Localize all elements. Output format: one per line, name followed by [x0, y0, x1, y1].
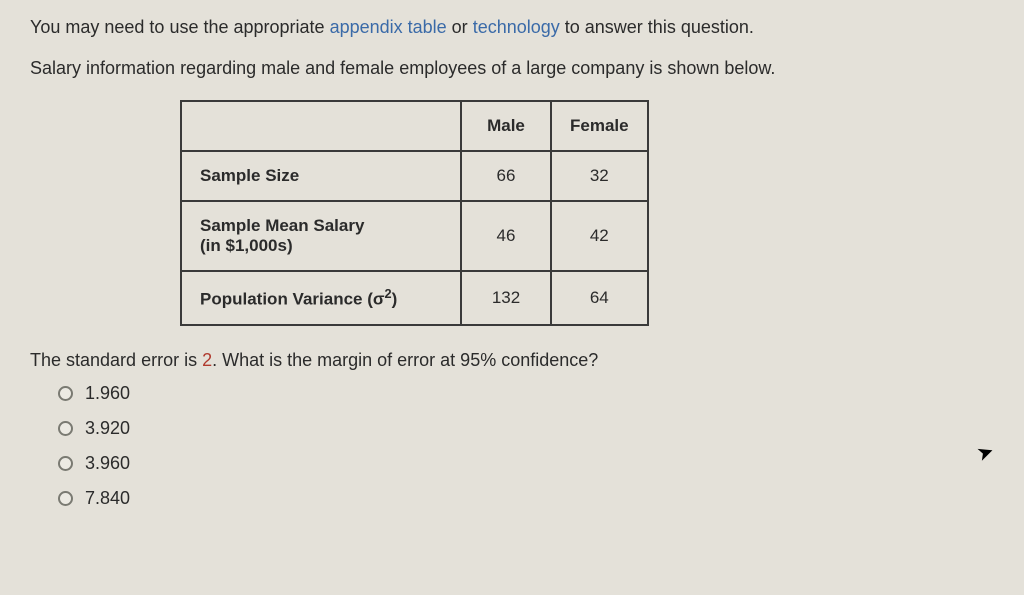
question-text: The standard error is 2. What is the mar… — [30, 350, 1004, 371]
options-group: 1.960 3.920 3.960 7.840 — [58, 383, 1004, 509]
row-sample-size-label: Sample Size — [181, 151, 461, 201]
salary-table: Male Female Sample Size 66 32 Sample Mea… — [180, 100, 649, 326]
option-a[interactable]: 1.960 — [58, 383, 1004, 404]
col-female: Female — [551, 101, 648, 151]
mean-salary-female: 42 — [551, 201, 648, 271]
option-b[interactable]: 3.920 — [58, 418, 1004, 439]
intro-suffix: to answer this question. — [560, 17, 754, 37]
radio-icon[interactable] — [58, 456, 73, 471]
question-p1: The standard error is — [30, 350, 202, 370]
question-page: You may need to use the appropriate appe… — [0, 0, 1024, 543]
intro-prefix: You may need to use the appropriate — [30, 17, 330, 37]
table-row: Population Variance (σ2) 132 64 — [181, 271, 648, 325]
option-c[interactable]: 3.960 — [58, 453, 1004, 474]
stderr-value: 2 — [202, 350, 212, 370]
radio-icon[interactable] — [58, 386, 73, 401]
sample-size-male: 66 — [461, 151, 551, 201]
row-mean-salary-label: Sample Mean Salary (in $1,000s) — [181, 201, 461, 271]
sigma-exponent: 2 — [385, 286, 392, 301]
col-male: Male — [461, 101, 551, 151]
sample-size-female: 32 — [551, 151, 648, 201]
option-b-label: 3.920 — [85, 418, 130, 439]
appendix-table-link[interactable]: appendix table — [330, 17, 447, 37]
mean-salary-male: 46 — [461, 201, 551, 271]
table-row: Sample Size 66 32 — [181, 151, 648, 201]
mean-salary-l2: (in $1,000s) — [200, 236, 293, 255]
subheading: Salary information regarding male and fe… — [30, 55, 1004, 82]
variance-male: 132 — [461, 271, 551, 325]
variance-suffix: ) — [392, 290, 398, 309]
mean-salary-l1: Sample Mean Salary — [200, 216, 364, 235]
table-header-row: Male Female — [181, 101, 648, 151]
option-a-label: 1.960 — [85, 383, 130, 404]
variance-female: 64 — [551, 271, 648, 325]
option-d-label: 7.840 — [85, 488, 130, 509]
sigma-symbol: σ — [373, 290, 385, 309]
variance-prefix: Population Variance ( — [200, 290, 373, 309]
table-row: Sample Mean Salary (in $1,000s) 46 42 — [181, 201, 648, 271]
option-d[interactable]: 7.840 — [58, 488, 1004, 509]
radio-icon[interactable] — [58, 421, 73, 436]
data-table-wrap: Male Female Sample Size 66 32 Sample Mea… — [180, 100, 1004, 326]
row-variance-label: Population Variance (σ2) — [181, 271, 461, 325]
technology-link[interactable]: technology — [473, 17, 560, 37]
intro-mid: or — [447, 17, 473, 37]
option-c-label: 3.960 — [85, 453, 130, 474]
question-p2: . What is the margin of error at 95% con… — [212, 350, 598, 370]
radio-icon[interactable] — [58, 491, 73, 506]
intro-text: You may need to use the appropriate appe… — [30, 14, 1004, 41]
corner-cell — [181, 101, 461, 151]
